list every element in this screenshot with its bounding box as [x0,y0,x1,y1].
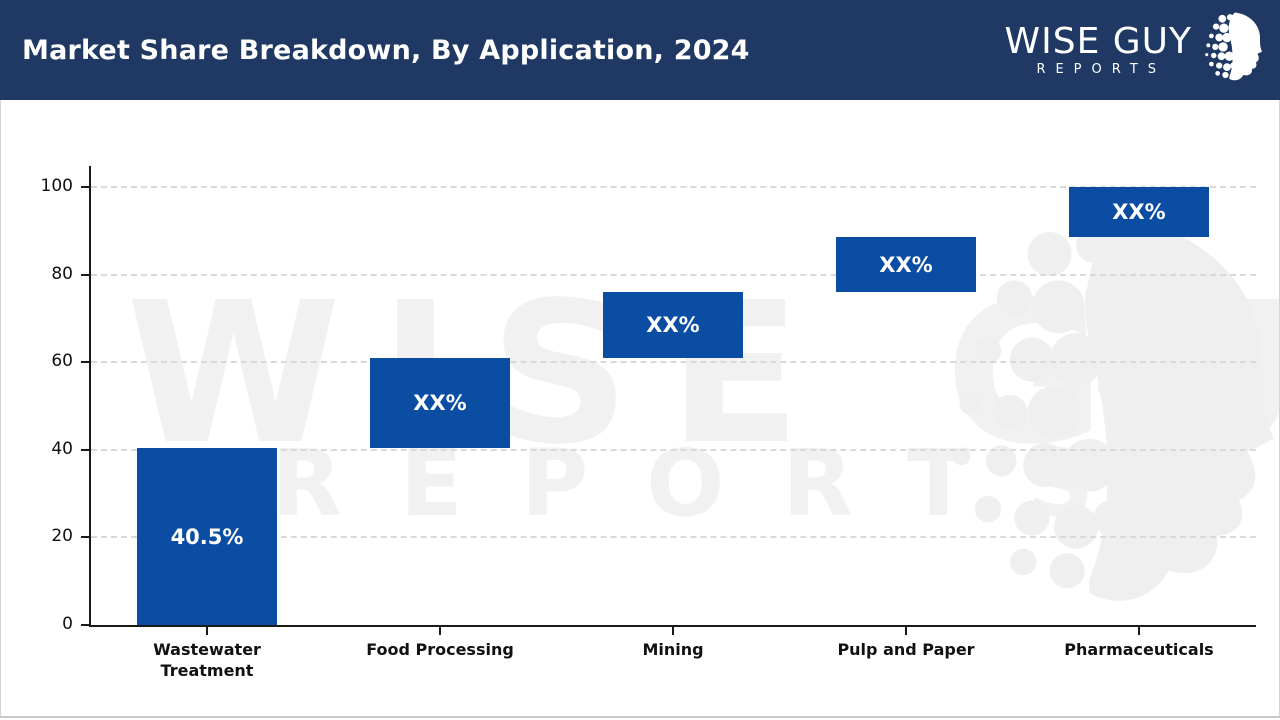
y-tick-100 [81,186,89,188]
y-tick-label-60: 60 [51,351,73,372]
bar-value-label-wastewater-treatment: 40.5% [170,524,244,549]
y-tick-60 [81,361,89,364]
bar-mining: XX% [603,292,743,358]
gridline-40 [91,448,1256,451]
y-axis-line [89,166,91,627]
x-tick-label-pulp-and-paper: Pulp and Paper [837,640,975,659]
x-tick-mining [672,627,674,635]
chart-title: Market Share Breakdown, By Application, … [22,34,750,66]
logo-subtitle: REPORTS [1036,62,1167,77]
plot-area: 0 20 40 60 80 100 40.5% Wastewater Treatment XX%… [1,100,1279,716]
y-tick-label-80: 80 [51,263,73,284]
logo-wordmark: WISE GUY [1004,21,1192,62]
wiseguy-logo: WISE GUY REPORTS [1005,9,1267,91]
x-tick-wastewater-treatment [206,627,208,635]
y-tick-80 [81,273,89,276]
wiseguy-logo-text: WISE GUY REPORTS [1004,21,1193,77]
x-tick-pharmaceuticals [1138,627,1140,635]
bottom-border-line [0,716,1280,718]
bar-pharmaceuticals: XX% [1069,187,1209,237]
gridline-100 [91,186,1256,188]
x-tick-pulp-and-paper [905,627,907,635]
bar-value-label-food-processing: XX% [413,391,467,415]
y-tick-label-40: 40 [51,438,73,459]
y-tick-label-100: 100 [40,176,73,196]
y-tick-40 [81,448,89,451]
y-tick-20 [81,536,89,539]
wiseguy-head-icon [1188,9,1266,91]
bar-value-label-pulp-and-paper: XX% [879,252,933,277]
bar-pulp-and-paper: XX% [836,237,976,292]
y-tick-label-20: 20 [51,526,73,547]
y-tick-0 [81,624,89,626]
x-tick-label-pharmaceuticals: Pharmaceuticals [1064,640,1214,659]
header-bar: Market Share Breakdown, By Application, … [0,0,1280,100]
x-tick-label-mining: Mining [642,640,704,659]
gridline-80 [91,273,1256,276]
x-tick-food-processing [439,627,441,635]
x-tick-label-food-processing: Food Processing [366,640,514,659]
bar-value-label-pharmaceuticals: XX% [1112,200,1166,224]
x-tick-label-wastewater-treatment: Wastewater Treatment [153,640,261,680]
bar-value-label-mining: XX% [646,313,700,337]
chart-area: WISE GUY REPORTS 02040608010040.5%Wastew… [0,100,1280,716]
gridline-20 [91,536,1256,539]
bar-wastewater-treatment: 40.5% [137,448,277,625]
bar-food-processing: XX% [370,358,510,448]
x-axis-line [89,625,1256,627]
y-tick-label-0: 0 [62,614,73,634]
gridline-60 [91,361,1256,364]
